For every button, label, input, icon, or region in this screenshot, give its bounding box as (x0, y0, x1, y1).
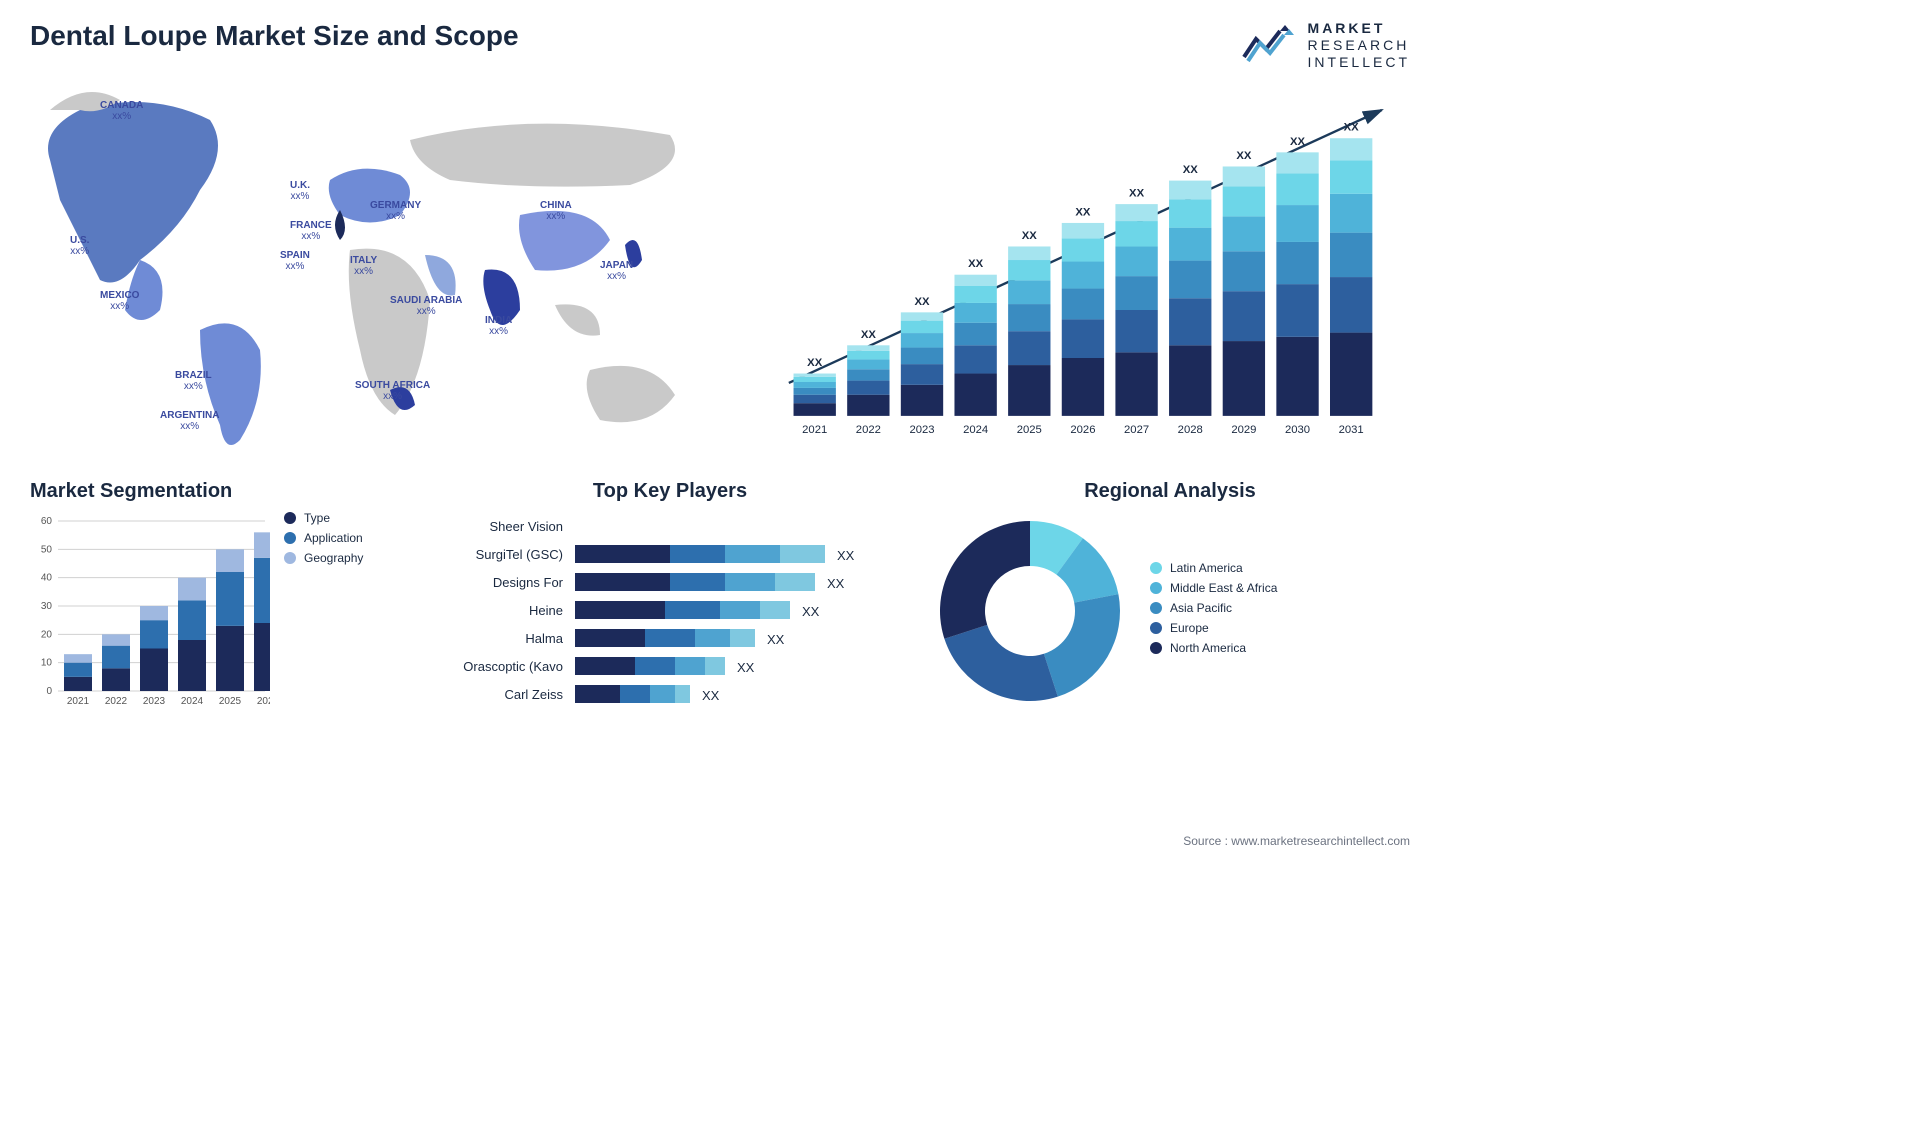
segmentation-chart: 0 10 20 30 40 50 60 2021 2022 2023 2024 2025 2026 (30, 511, 270, 711)
svg-text:2022: 2022 (856, 424, 881, 436)
country-label: JAPANxx% (600, 260, 633, 282)
svg-text:XX: XX (827, 576, 845, 591)
svg-text:2029: 2029 (1231, 424, 1256, 436)
logo-line2: RESEARCH (1308, 37, 1410, 54)
segmentation-legend: Type Application Geography (284, 511, 363, 711)
country-label: CANADAxx% (100, 100, 143, 122)
legend-item: Latin America (1150, 561, 1277, 575)
svg-text:2025: 2025 (219, 696, 242, 707)
country-label: ITALYxx% (350, 255, 377, 277)
legend-item: Type (284, 511, 363, 525)
regional-legend: Latin America Middle East & Africa Asia Pa… (1150, 561, 1277, 661)
svg-text:50: 50 (41, 545, 53, 556)
logo-line3: INTELLECT (1308, 54, 1410, 71)
svg-text:XX: XX (1183, 164, 1199, 176)
svg-text:Sheer Vision: Sheer Vision (490, 519, 563, 534)
country-label: U.K.xx% (290, 180, 310, 202)
svg-text:XX: XX (802, 604, 820, 619)
svg-text:Carl Zeiss: Carl Zeiss (504, 687, 563, 702)
svg-text:XX: XX (1344, 122, 1360, 134)
svg-text:Halma: Halma (525, 631, 563, 646)
legend-item: Middle East & Africa (1150, 581, 1277, 595)
country-label: SOUTH AFRICAxx% (355, 380, 430, 402)
page-title: Dental Loupe Market Size and Scope (30, 20, 519, 52)
svg-text:XX: XX (1290, 136, 1306, 148)
svg-text:Designs For: Designs For (493, 575, 564, 590)
legend-item: Geography (284, 551, 363, 565)
svg-text:2021: 2021 (67, 696, 90, 707)
svg-text:2023: 2023 (143, 696, 166, 707)
svg-text:XX: XX (837, 548, 855, 563)
svg-text:2031: 2031 (1339, 424, 1364, 436)
country-label: GERMANYxx% (370, 200, 421, 222)
svg-text:XX: XX (1022, 230, 1038, 242)
country-label: BRAZILxx% (175, 370, 212, 392)
logo-line1: MARKET (1308, 20, 1410, 37)
brand-logo: MARKET RESEARCH INTELLECT (1242, 20, 1410, 70)
country-label: U.S.xx% (70, 235, 89, 257)
svg-text:SurgiTel (GSC): SurgiTel (GSC) (476, 547, 563, 562)
svg-text:XX: XX (861, 329, 877, 341)
svg-text:2026: 2026 (257, 696, 270, 707)
svg-text:2021: 2021 (802, 424, 827, 436)
svg-text:2024: 2024 (181, 696, 204, 707)
svg-text:XX: XX (1129, 188, 1145, 200)
country-label: ARGENTINAxx% (160, 410, 219, 432)
country-label: INDIAxx% (485, 315, 512, 337)
key-players-title: Top Key Players (440, 480, 900, 503)
svg-text:0: 0 (46, 686, 52, 697)
legend-item: Application (284, 531, 363, 545)
svg-text:10: 10 (41, 658, 53, 669)
svg-text:2027: 2027 (1124, 424, 1149, 436)
svg-text:40: 40 (41, 573, 53, 584)
svg-text:2023: 2023 (909, 424, 934, 436)
svg-text:2024: 2024 (963, 424, 988, 436)
logo-icon (1242, 25, 1298, 65)
svg-text:2026: 2026 (1070, 424, 1095, 436)
svg-text:2028: 2028 (1178, 424, 1203, 436)
forecast-chart: XX 2021 XX 2022 XX 2023 XX 2024 XX 2025 XX 2026 XX 20… (770, 80, 1410, 460)
legend-item: North America (1150, 641, 1277, 655)
svg-text:XX: XX (914, 296, 930, 308)
svg-text:Heine: Heine (529, 603, 563, 618)
svg-text:XX: XX (968, 259, 984, 271)
legend-item: Asia Pacific (1150, 601, 1277, 615)
country-label: SAUDI ARABIAxx% (390, 295, 462, 317)
svg-text:2022: 2022 (105, 696, 128, 707)
legend-item: Europe (1150, 621, 1277, 635)
segmentation-title: Market Segmentation (30, 480, 410, 503)
world-map: CANADAxx% U.S.xx% MEXICOxx% BRAZILxx% ARGENT… (30, 80, 730, 460)
svg-text:Orascoptic (Kavo: Orascoptic (Kavo (463, 659, 563, 674)
source-text: Source : www.marketresearchintellect.com (1183, 834, 1410, 848)
country-label: MEXICOxx% (100, 290, 139, 312)
svg-text:XX: XX (1236, 150, 1252, 162)
regional-donut (930, 511, 1130, 711)
svg-text:60: 60 (41, 516, 53, 527)
svg-text:XX: XX (702, 688, 720, 703)
country-label: SPAINxx% (280, 250, 310, 272)
svg-text:2030: 2030 (1285, 424, 1310, 436)
key-players-chart: Sheer Vision SurgiTel (GSC) XX Designs For X… (440, 511, 900, 731)
svg-text:30: 30 (41, 601, 53, 612)
svg-text:XX: XX (737, 660, 755, 675)
svg-text:XX: XX (807, 357, 823, 369)
svg-text:2025: 2025 (1017, 424, 1042, 436)
regional-title: Regional Analysis (930, 480, 1410, 503)
svg-text:XX: XX (1075, 207, 1091, 219)
svg-text:20: 20 (41, 630, 53, 641)
country-label: CHINAxx% (540, 200, 572, 222)
country-label: FRANCExx% (290, 220, 332, 242)
svg-text:XX: XX (767, 632, 785, 647)
